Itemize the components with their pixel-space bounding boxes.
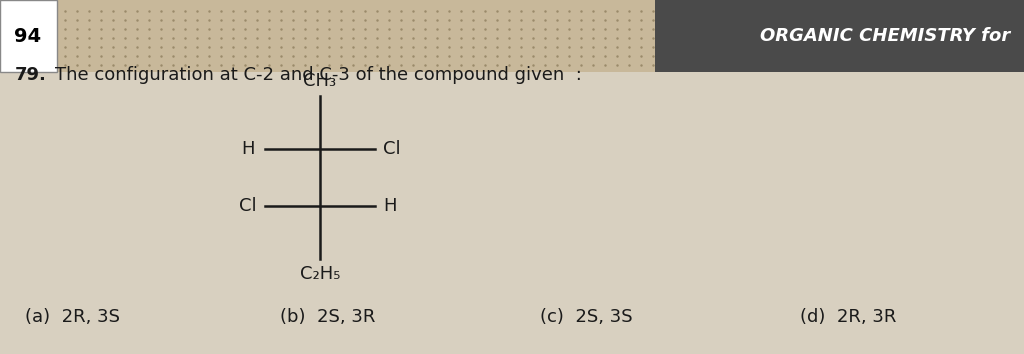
Text: H: H bbox=[242, 140, 255, 158]
Bar bbox=[55, 0, 665, 72]
Text: (b)  2S, 3R: (b) 2S, 3R bbox=[280, 308, 376, 326]
Text: (c)  2S, 3S: (c) 2S, 3S bbox=[540, 308, 633, 326]
Text: (a)  2R, 3S: (a) 2R, 3S bbox=[25, 308, 120, 326]
Text: H: H bbox=[383, 197, 396, 215]
Bar bbox=[0, 0, 57, 72]
Bar bbox=[655, 0, 1024, 72]
Text: C₂H₅: C₂H₅ bbox=[300, 265, 340, 283]
Text: Cl: Cl bbox=[240, 197, 257, 215]
Text: CH₃: CH₃ bbox=[303, 72, 337, 90]
Text: The configuration at C-2 and C-3 of the compound given  :: The configuration at C-2 and C-3 of the … bbox=[55, 66, 582, 84]
Text: 94: 94 bbox=[14, 27, 42, 46]
Text: 79.: 79. bbox=[15, 66, 47, 84]
Text: (d)  2R, 3R: (d) 2R, 3R bbox=[800, 308, 896, 326]
Text: ORGANIC CHEMISTRY for: ORGANIC CHEMISTRY for bbox=[760, 27, 1010, 45]
Text: Cl: Cl bbox=[383, 140, 400, 158]
